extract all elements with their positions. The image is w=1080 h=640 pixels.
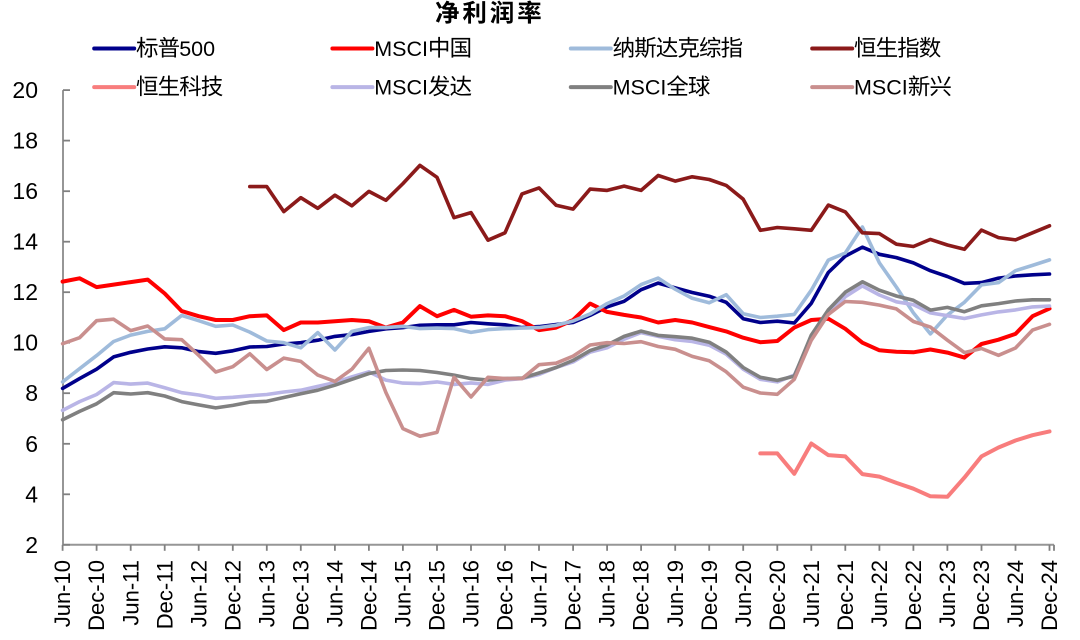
svg-text:14: 14 — [12, 229, 38, 255]
svg-text:Jun-10: Jun-10 — [50, 560, 75, 627]
svg-text:500: 500 — [179, 37, 215, 61]
svg-text:20: 20 — [12, 77, 38, 103]
svg-text:Dec-24: Dec-24 — [1037, 560, 1062, 631]
svg-text:Dec-23: Dec-23 — [969, 560, 994, 631]
svg-text:Dec-18: Dec-18 — [629, 560, 654, 631]
svg-text:Jun-14: Jun-14 — [323, 560, 348, 627]
svg-text:8: 8 — [25, 380, 38, 406]
svg-text:Dec-12: Dec-12 — [220, 560, 245, 631]
svg-text:Jun-22: Jun-22 — [867, 560, 892, 627]
svg-text:Jun-13: Jun-13 — [254, 560, 279, 627]
svg-text:Jun-17: Jun-17 — [527, 560, 552, 627]
svg-text:Dec-11: Dec-11 — [152, 560, 177, 629]
svg-text:6: 6 — [25, 431, 38, 457]
svg-text:MSCI: MSCI — [613, 75, 667, 99]
svg-text:12: 12 — [12, 279, 38, 305]
svg-text:Dec-10: Dec-10 — [84, 560, 109, 631]
svg-text:4: 4 — [25, 481, 38, 507]
svg-text:Dec-20: Dec-20 — [765, 560, 790, 631]
svg-text:MSCI: MSCI — [374, 37, 428, 61]
svg-text:Dec-14: Dec-14 — [357, 560, 382, 631]
svg-text:Jun-19: Jun-19 — [663, 560, 688, 627]
svg-text:Jun-23: Jun-23 — [935, 560, 960, 627]
svg-text:Jun-12: Jun-12 — [186, 560, 211, 627]
svg-text:18: 18 — [12, 128, 38, 154]
svg-text:Dec-21: Dec-21 — [833, 560, 858, 631]
svg-text:Jun-24: Jun-24 — [1003, 560, 1028, 627]
svg-text:Jun-18: Jun-18 — [595, 560, 620, 627]
svg-text:Dec-19: Dec-19 — [697, 560, 722, 631]
svg-text:Jun-16: Jun-16 — [459, 560, 484, 627]
svg-text:Jun-21: Jun-21 — [799, 560, 824, 627]
svg-text:Jun-15: Jun-15 — [391, 560, 416, 627]
svg-text:MSCI: MSCI — [374, 75, 428, 99]
svg-text:Dec-17: Dec-17 — [561, 560, 586, 631]
svg-text:10: 10 — [12, 330, 38, 356]
svg-text:2: 2 — [25, 532, 38, 558]
svg-text:Dec-16: Dec-16 — [493, 560, 518, 631]
svg-text:Jun-20: Jun-20 — [731, 560, 756, 627]
svg-text:16: 16 — [12, 178, 38, 204]
svg-text:Dec-13: Dec-13 — [288, 560, 313, 631]
svg-text:Dec-15: Dec-15 — [425, 560, 450, 631]
svg-text:MSCI: MSCI — [854, 75, 908, 99]
svg-text:Dec-22: Dec-22 — [901, 560, 926, 631]
svg-text:Jun-11: Jun-11 — [118, 560, 143, 626]
